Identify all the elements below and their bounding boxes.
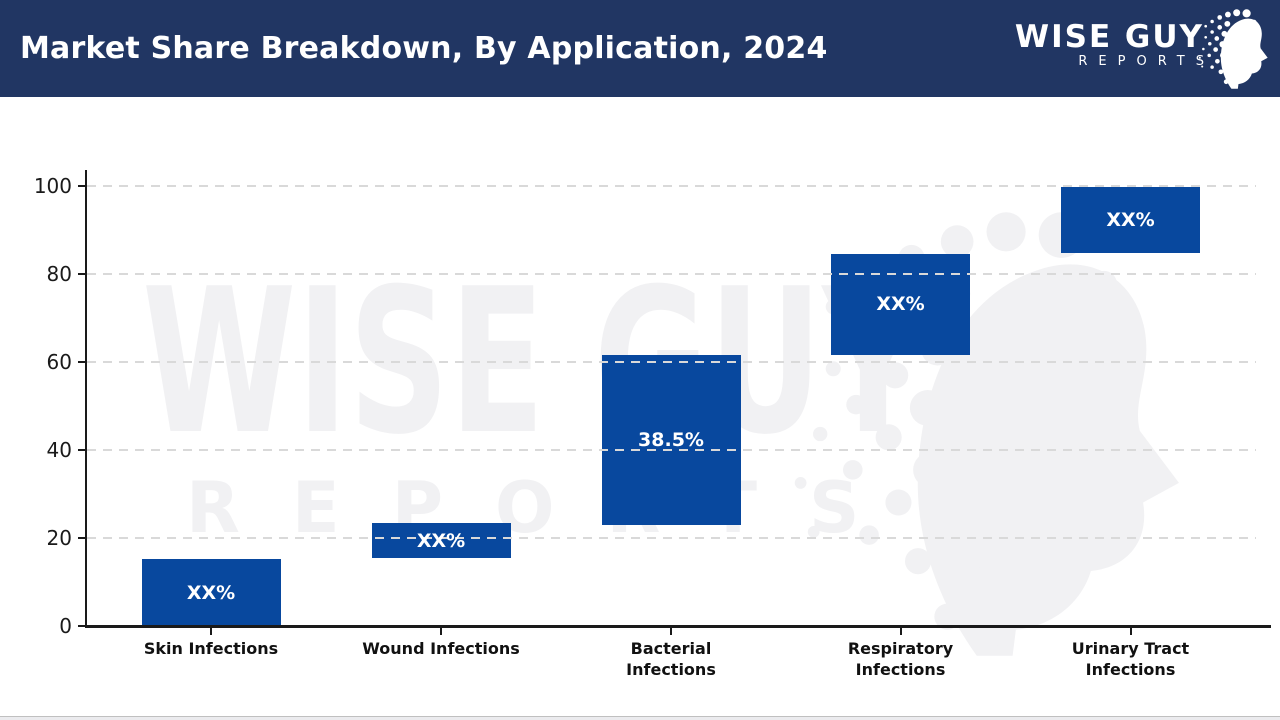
- y-tick-label-80: 80: [46, 262, 72, 286]
- brand-logo: WISE GUY REPORTS: [1015, 6, 1270, 92]
- y-tick-100: [78, 185, 86, 187]
- y-tick-label-0: 0: [59, 614, 72, 638]
- x-category-label: Urinary Tract Infections: [1071, 639, 1190, 679]
- brand-subtitle: REPORTS: [1078, 54, 1215, 69]
- x-tick: [1129, 627, 1132, 635]
- x-tick: [210, 627, 212, 635]
- x-category-label: Skin Infections: [143, 639, 279, 658]
- y-tick-20: [78, 537, 86, 539]
- footer-divider: [0, 716, 1280, 717]
- gridline-y40: [87, 449, 1256, 451]
- y-tick-label-100: 100: [33, 174, 72, 198]
- y-tick-label-60: 60: [46, 350, 72, 374]
- bar-value-label: 38.5%: [638, 429, 704, 452]
- brand-logo-text: WISE GUY REPORTS: [1015, 20, 1204, 69]
- y-tick-60: [78, 361, 86, 363]
- bar-wound-infections: [371, 523, 511, 559]
- bar-bacterial-infections: [601, 355, 741, 525]
- bar-value-label: XX%: [1106, 208, 1155, 231]
- gridline-y60: [87, 361, 1256, 363]
- y-tick-80: [78, 273, 86, 275]
- header-bar: Market Share Breakdown, By Application, …: [0, 0, 1280, 97]
- bar-value-label: XX%: [186, 581, 236, 604]
- y-tick-label-20: 20: [46, 526, 72, 550]
- bar-skin-infections: [141, 559, 281, 626]
- x-category-label: Respiratory Infections: [847, 639, 954, 679]
- x-tick: [670, 627, 672, 635]
- gridline-y20: [87, 537, 1256, 539]
- x-category-label: Wound Infections: [362, 639, 520, 658]
- gridline-y100: [87, 185, 1256, 187]
- x-tick: [440, 627, 442, 635]
- y-tick-40: [78, 449, 86, 451]
- bar-value-label: XX%: [876, 293, 925, 316]
- y-axis-line: [85, 170, 87, 628]
- x-axis-line: [85, 625, 1271, 628]
- footer-strip: [0, 717, 1280, 720]
- brand-name: WISE GUY: [1014, 19, 1204, 55]
- bar-value-label: XX%: [416, 529, 466, 552]
- x-category-label: Bacterial Infections: [626, 639, 716, 679]
- y-tick-0: [78, 625, 86, 627]
- y-tick-label-40: 40: [46, 438, 72, 462]
- x-tick: [899, 627, 902, 635]
- gridline-y80: [87, 273, 1256, 275]
- page-title: Market Share Breakdown, By Application, …: [20, 31, 828, 66]
